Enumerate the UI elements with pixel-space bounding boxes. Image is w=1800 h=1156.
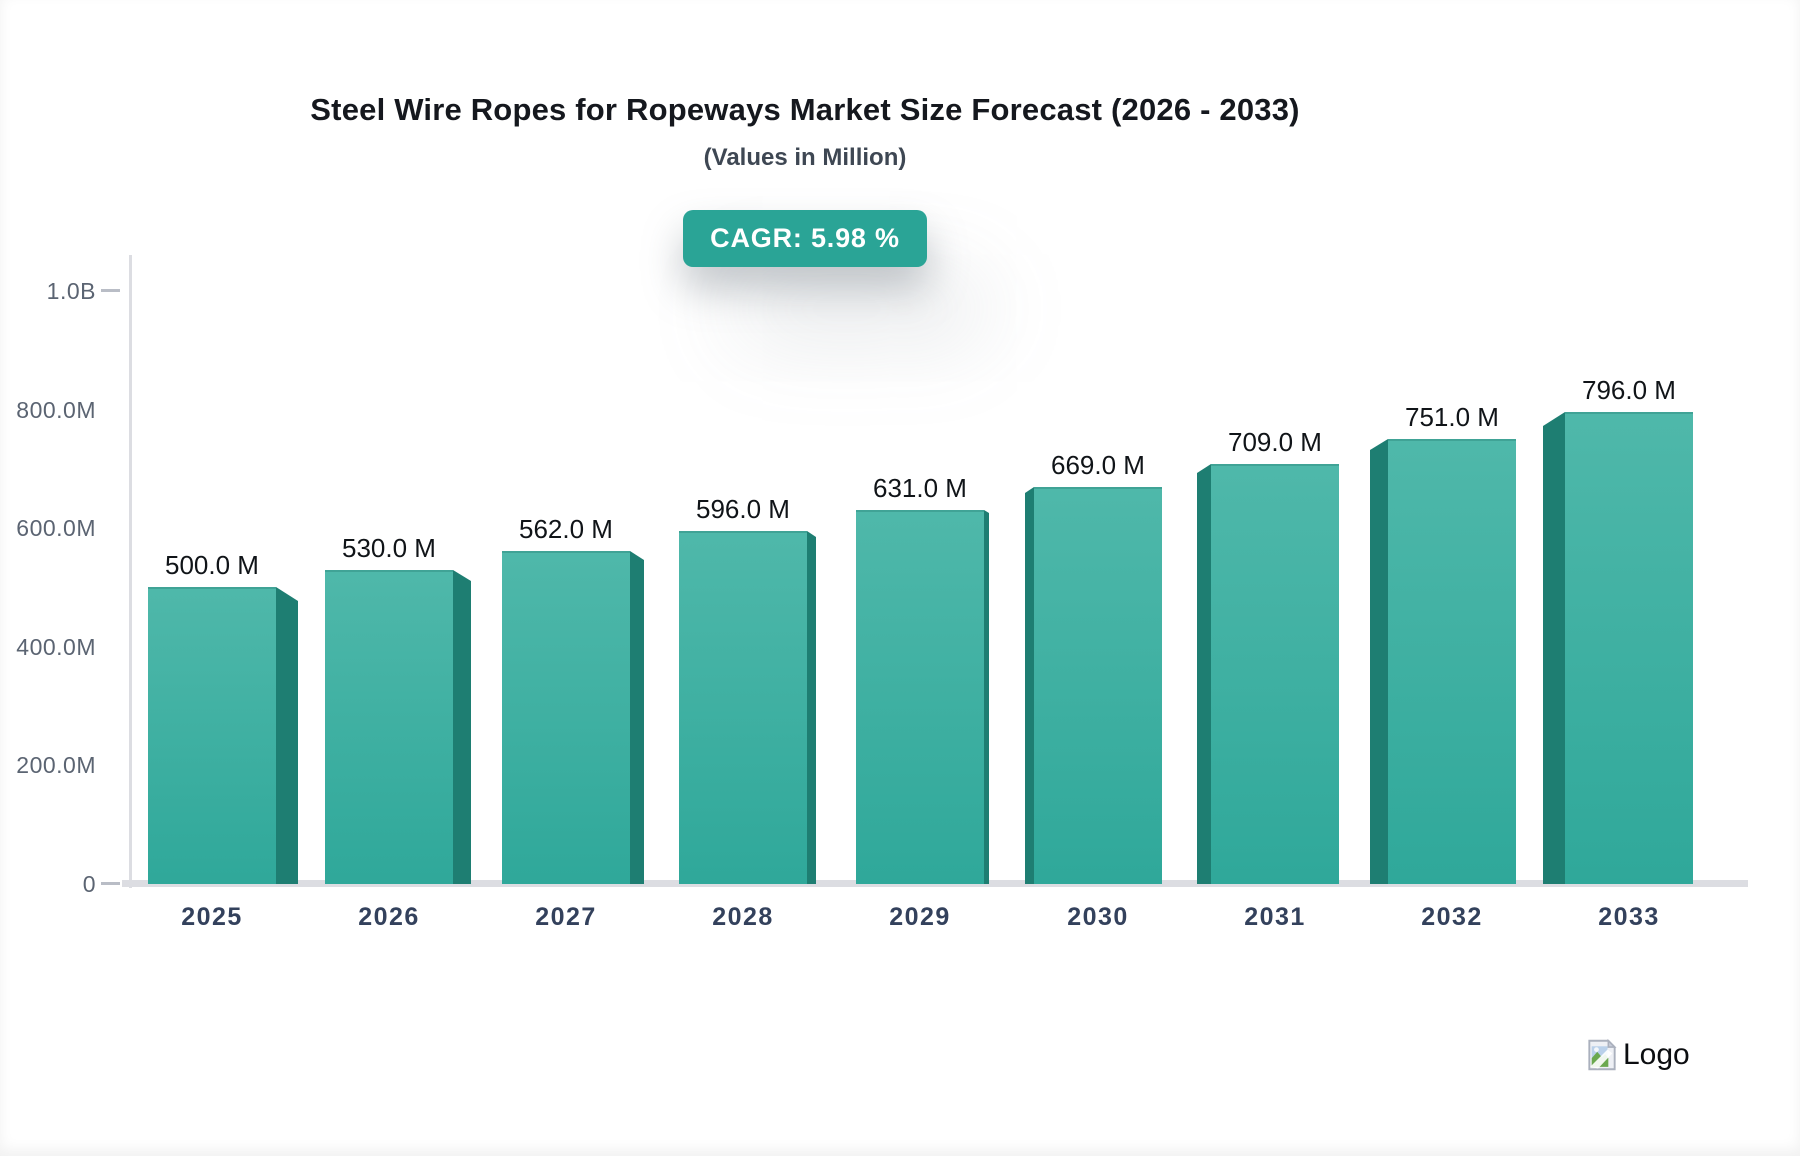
- chart-subtitle: (Values in Million): [703, 144, 907, 171]
- logo-text: Logo: [1623, 1038, 1690, 1071]
- bar-value-label: 669.0 M: [1051, 450, 1145, 480]
- y-axis-line: [129, 255, 132, 888]
- chart-title: Steel Wire Ropes for Ropeways Market Siz…: [310, 92, 1300, 127]
- y-tick-label: 800.0M: [16, 397, 96, 423]
- x-axis-label-2029: 2029: [889, 903, 951, 931]
- bar-value-label: 530.0 M: [342, 533, 436, 563]
- x-axis-label-2031: 2031: [1244, 903, 1306, 931]
- x-axis-label-2027: 2027: [535, 903, 597, 931]
- bar-front-face-2029: [856, 510, 984, 884]
- y-tick-label: 200.0M: [16, 752, 96, 778]
- bar-side-face-2026: [453, 570, 471, 884]
- logo: Logo: [1583, 1036, 1690, 1074]
- bar-value-label: 796.0 M: [1582, 375, 1676, 405]
- y-tick-dash: [101, 882, 120, 885]
- bar-side-face-2030: [1025, 487, 1034, 884]
- x-axis-label-2025: 2025: [181, 903, 243, 931]
- bar-value-label: 631.0 M: [873, 473, 967, 503]
- bar-value-label: 709.0 M: [1228, 427, 1322, 457]
- x-axis-label-2026: 2026: [358, 903, 420, 931]
- y-tick-label: 600.0M: [16, 515, 96, 541]
- bar-side-face-2025: [276, 587, 298, 884]
- bar-value-label: 596.0 M: [696, 494, 790, 524]
- broken-image-icon: [1588, 1038, 1617, 1071]
- cagr-badge: CAGR: 5.98 %: [683, 210, 927, 267]
- bar-side-face-2031: [1197, 464, 1211, 884]
- chart-header: Steel Wire Ropes for Ropeways Market Siz…: [0, 92, 1610, 267]
- bar-front-face-2032: [1388, 439, 1516, 884]
- bar-value-label: 562.0 M: [519, 514, 613, 544]
- y-tick-label: 400.0M: [16, 634, 96, 660]
- y-tick-label: 1.0B: [46, 278, 96, 304]
- bar-side-face-2033: [1543, 412, 1565, 884]
- bar-value-label: 500.0 M: [165, 550, 259, 580]
- bar-front-face-2031: [1211, 464, 1339, 884]
- x-axis-label-2032: 2032: [1421, 903, 1483, 931]
- bar-side-face-2032: [1370, 439, 1388, 884]
- x-axis-label-2028: 2028: [712, 903, 774, 931]
- bar-side-face-2028: [807, 531, 816, 884]
- bar-front-face-2026: [325, 570, 453, 884]
- bar-front-face-2025: [148, 587, 276, 884]
- bar-side-face-2027: [630, 551, 644, 884]
- bar-front-face-2030: [1034, 487, 1162, 884]
- bar-value-label: 751.0 M: [1405, 402, 1499, 432]
- bar-side-face-2029: [984, 510, 989, 884]
- y-tick-dash: [101, 289, 120, 292]
- y-tick-label: 0: [82, 871, 96, 897]
- x-axis-label-2030: 2030: [1067, 903, 1129, 931]
- bar-front-face-2027: [502, 551, 630, 884]
- bar-front-face-2028: [679, 531, 807, 884]
- bar-front-face-2033: [1565, 412, 1693, 884]
- x-axis-label-2033: 2033: [1598, 903, 1660, 931]
